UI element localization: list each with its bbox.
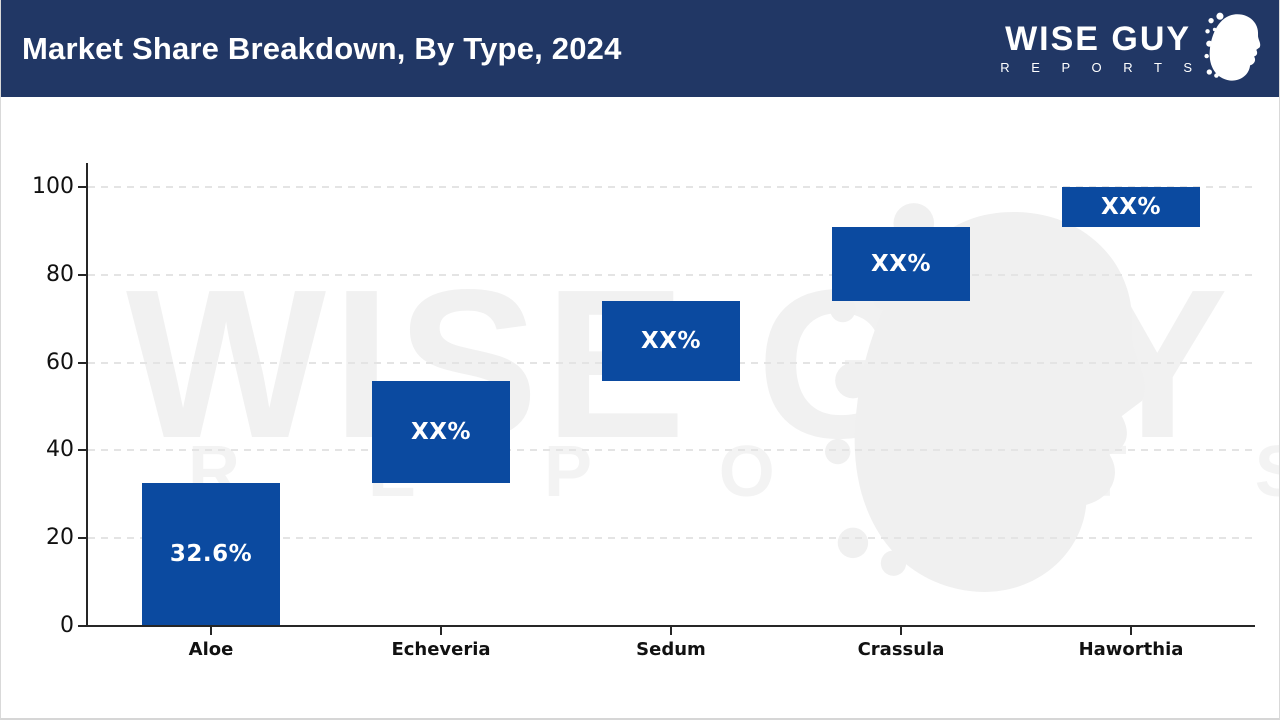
gridline-100 <box>88 186 1255 188</box>
x-axis-label: Sedum <box>636 639 706 660</box>
x-axis-label: Aloe <box>188 639 234 660</box>
y-tick-label: 20 <box>46 525 74 551</box>
gridline-40 <box>88 449 1255 452</box>
y-tick-label: 80 <box>46 261 74 287</box>
header: Market Share Breakdown, By Type, 2024 WI… <box>0 0 1280 97</box>
bar-haworthia: XX% <box>1062 187 1200 227</box>
x-axis-label: Crassula <box>857 639 945 660</box>
bar-value-label: 32.6% <box>169 541 253 568</box>
x-tick-mark <box>900 627 902 635</box>
y-tick-mark <box>78 625 86 627</box>
x-tick-mark <box>1130 627 1132 635</box>
y-tick-label: 100 <box>32 174 74 199</box>
chart-title: Market Share Breakdown, By Type, 2024 <box>22 30 622 66</box>
x-tick-mark <box>670 627 672 635</box>
y-tick-mark <box>78 361 86 364</box>
y-tick-label: 40 <box>46 437 74 463</box>
y-tick-mark <box>78 449 86 452</box>
y-tick-mark <box>78 186 86 188</box>
logo-wiseguy-text: WISE GUY <box>1005 20 1192 58</box>
y-axis-line <box>86 163 88 627</box>
bar-echeveria: XX% <box>372 381 510 483</box>
logo-reports-text: R E P O R T S <box>1000 60 1201 75</box>
bar-value-label: XX% <box>870 250 931 277</box>
bar-value-label: XX% <box>640 327 701 354</box>
logo-face-icon <box>1204 12 1261 81</box>
bar-value-label: XX% <box>1100 193 1161 220</box>
logo-text: WISE GUY R E P O R T S <box>995 22 1201 75</box>
bar-sedum: XX% <box>602 300 740 382</box>
x-axis-label: Echeveria <box>391 639 491 660</box>
y-tick-mark <box>78 273 86 276</box>
x-axis-line <box>86 625 1255 627</box>
bar-aloe: 32.6% <box>142 482 280 626</box>
bar-crassula: XX% <box>832 226 970 301</box>
gridline-20 <box>88 537 1255 540</box>
x-tick-mark <box>440 627 442 635</box>
wise-guy-reports-logo: WISE GUY R E P O R T S <box>995 9 1266 89</box>
bar-value-label: XX% <box>410 418 471 445</box>
y-tick-label: 60 <box>46 349 74 375</box>
y-tick-label: 0 <box>60 613 74 638</box>
gridline-80 <box>88 273 1255 276</box>
x-tick-mark <box>210 627 212 635</box>
x-axis-label: Haworthia <box>1078 639 1184 660</box>
y-tick-mark <box>78 537 86 540</box>
